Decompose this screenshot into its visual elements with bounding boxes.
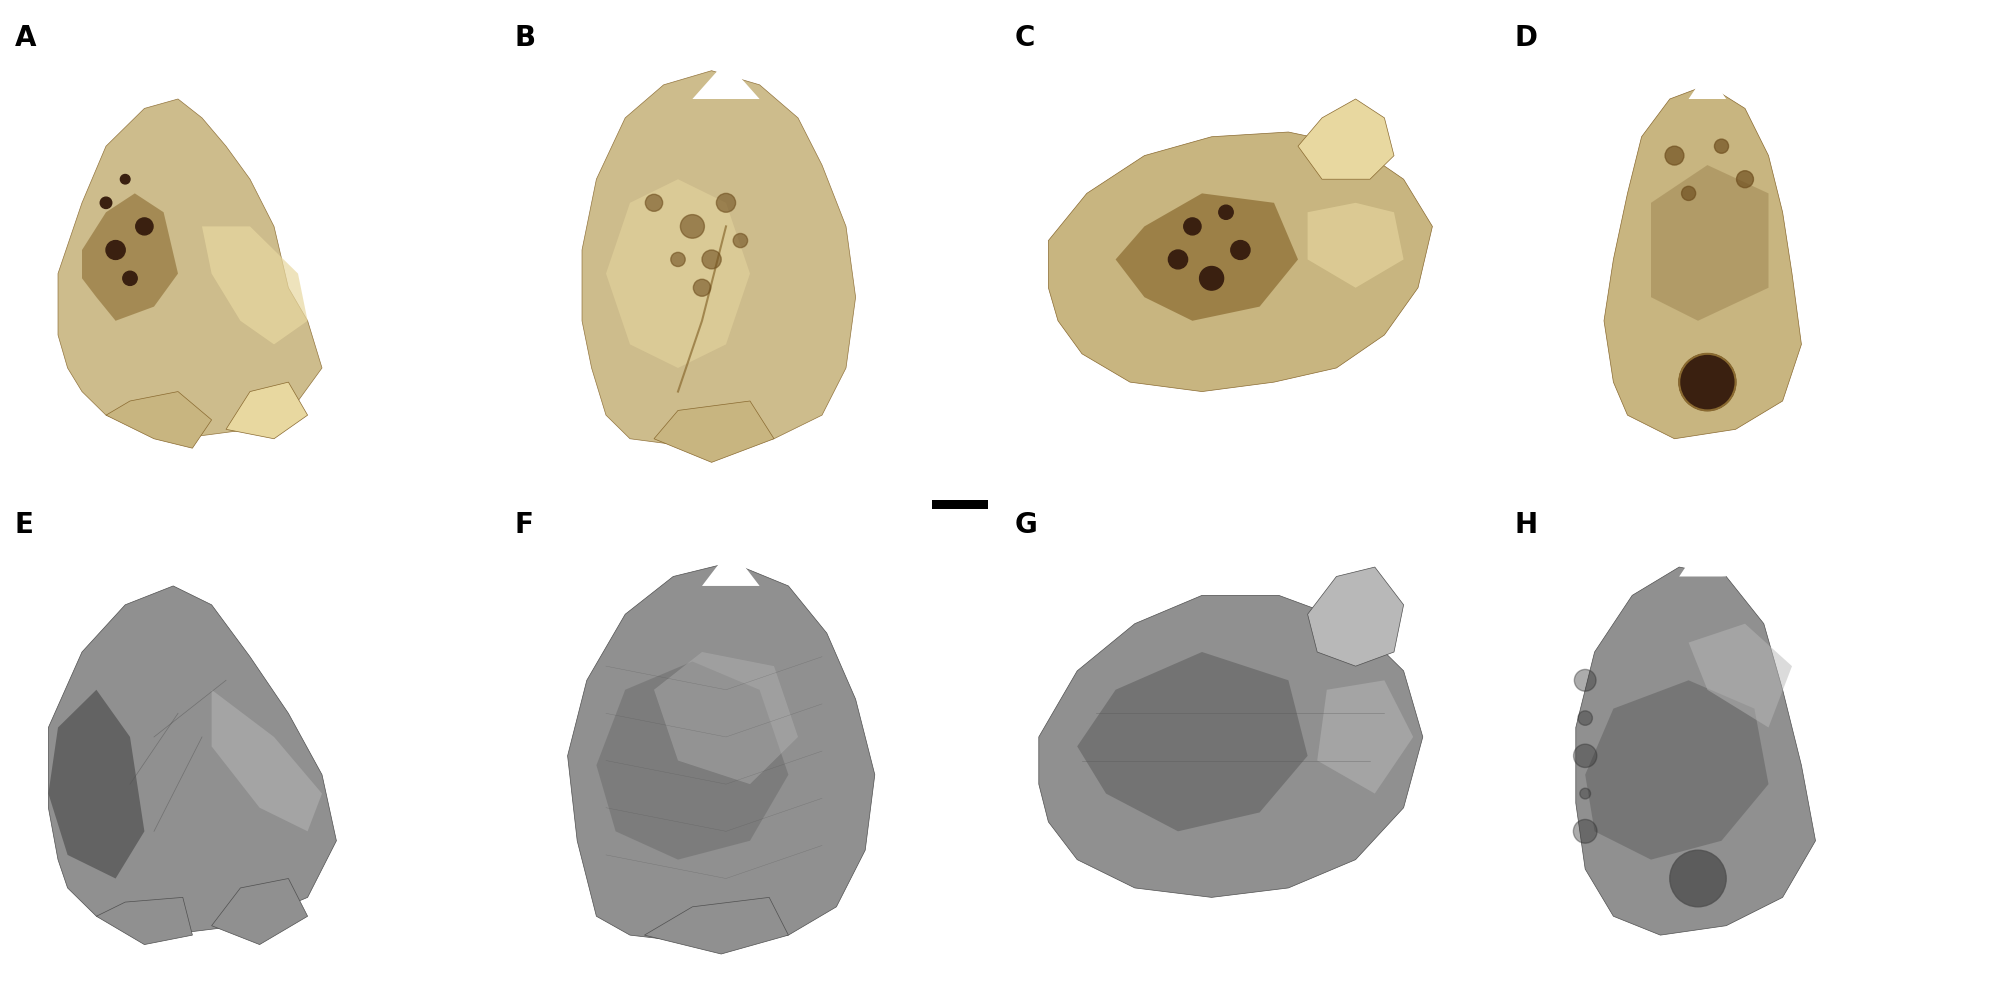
Circle shape xyxy=(694,280,710,297)
Polygon shape xyxy=(582,71,856,448)
Circle shape xyxy=(1184,219,1202,236)
Text: A: A xyxy=(14,24,36,52)
Circle shape xyxy=(1682,188,1696,202)
Polygon shape xyxy=(644,898,788,954)
Circle shape xyxy=(1576,784,1594,803)
Polygon shape xyxy=(106,392,212,448)
Circle shape xyxy=(1680,354,1736,411)
Polygon shape xyxy=(1318,681,1414,793)
Polygon shape xyxy=(96,898,192,945)
Circle shape xyxy=(1576,746,1596,766)
Circle shape xyxy=(670,253,686,267)
Circle shape xyxy=(122,272,138,286)
Polygon shape xyxy=(1308,568,1404,666)
Polygon shape xyxy=(1038,596,1422,898)
Circle shape xyxy=(1230,242,1250,260)
Polygon shape xyxy=(654,401,774,462)
Polygon shape xyxy=(606,180,750,368)
Polygon shape xyxy=(654,652,798,784)
Polygon shape xyxy=(48,690,144,879)
Polygon shape xyxy=(82,195,178,321)
Text: F: F xyxy=(514,511,534,539)
Polygon shape xyxy=(48,587,336,935)
Circle shape xyxy=(106,242,126,260)
Circle shape xyxy=(120,176,130,185)
Circle shape xyxy=(100,198,112,210)
Circle shape xyxy=(1670,851,1726,907)
Text: D: D xyxy=(1514,24,1538,52)
Polygon shape xyxy=(212,690,322,831)
Circle shape xyxy=(1666,147,1684,165)
Polygon shape xyxy=(692,62,760,100)
Circle shape xyxy=(646,196,662,212)
Polygon shape xyxy=(1576,568,1816,935)
Text: B: B xyxy=(514,24,536,52)
Circle shape xyxy=(702,251,722,270)
Circle shape xyxy=(136,219,154,236)
Polygon shape xyxy=(1680,549,1726,577)
Polygon shape xyxy=(596,662,788,860)
Circle shape xyxy=(1200,267,1224,291)
Circle shape xyxy=(680,216,704,239)
Polygon shape xyxy=(1308,204,1404,289)
Text: C: C xyxy=(1014,24,1036,52)
Text: G: G xyxy=(1014,511,1038,539)
Polygon shape xyxy=(202,228,308,345)
Circle shape xyxy=(1578,673,1592,688)
Circle shape xyxy=(1168,251,1188,270)
Polygon shape xyxy=(568,563,874,945)
Circle shape xyxy=(1574,820,1596,843)
Polygon shape xyxy=(58,100,322,439)
Circle shape xyxy=(1736,172,1754,189)
Circle shape xyxy=(1574,707,1596,730)
Text: E: E xyxy=(14,511,34,539)
Polygon shape xyxy=(702,549,760,587)
Polygon shape xyxy=(1604,85,1802,439)
Polygon shape xyxy=(1078,652,1308,831)
Text: H: H xyxy=(1514,511,1538,539)
Polygon shape xyxy=(1586,681,1768,860)
Polygon shape xyxy=(226,383,308,439)
Polygon shape xyxy=(212,879,308,945)
Polygon shape xyxy=(1688,71,1726,100)
Polygon shape xyxy=(1048,133,1432,392)
Polygon shape xyxy=(1298,100,1394,180)
Circle shape xyxy=(1714,140,1728,154)
Circle shape xyxy=(1218,206,1234,220)
Polygon shape xyxy=(1116,195,1298,321)
Polygon shape xyxy=(1652,165,1768,321)
Circle shape xyxy=(716,195,736,213)
Polygon shape xyxy=(1688,624,1792,728)
Circle shape xyxy=(734,235,748,249)
